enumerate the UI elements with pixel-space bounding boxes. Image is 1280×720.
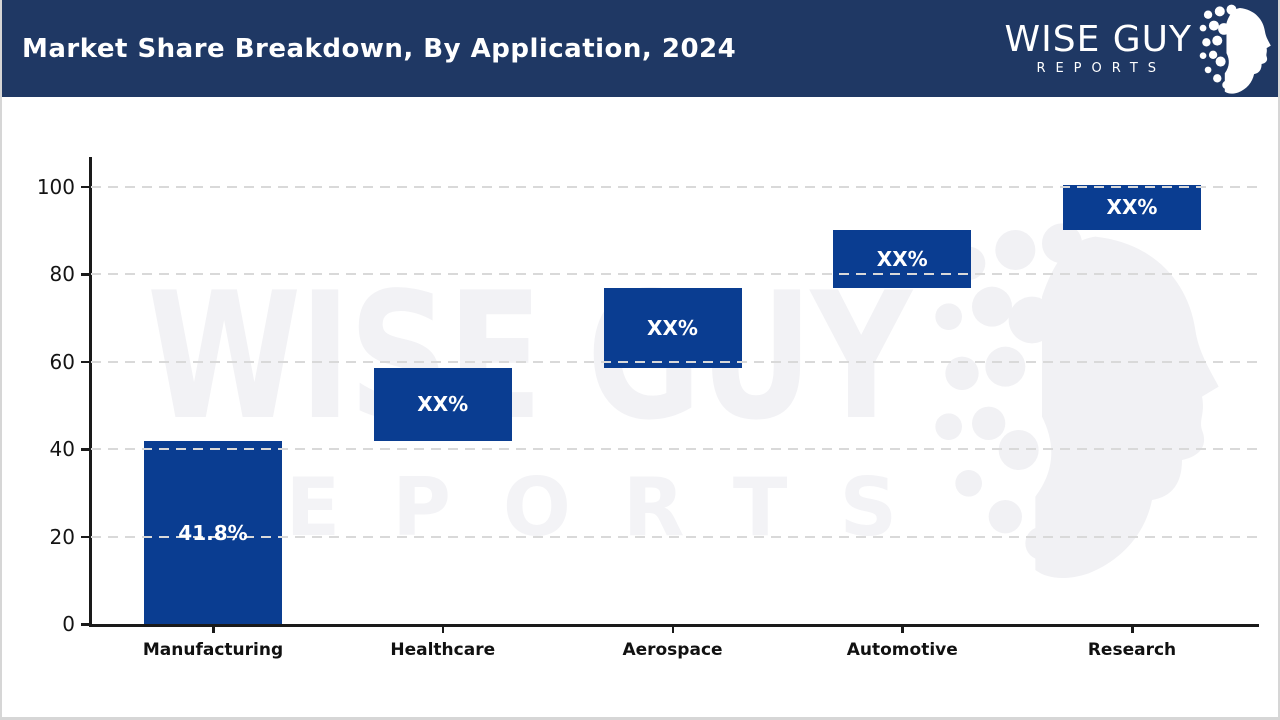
y-tick-40: [81, 448, 89, 451]
y-tick-label: 40: [49, 437, 75, 461]
x-label-research: Research: [1087, 640, 1177, 660]
gridline-100: [91, 185, 1258, 188]
bar-value-label-aerospace: XX%: [647, 316, 698, 341]
x-tick-aerospace: [671, 626, 674, 633]
x-tick-research: [1131, 626, 1134, 633]
y-tick-label: 0: [62, 612, 75, 636]
logo-text: WISE GUY REPORTS: [1004, 18, 1193, 76]
y-tick-label: 60: [49, 349, 75, 374]
bar-research: [1063, 184, 1201, 230]
gridline-60: [91, 360, 1258, 363]
bar-value-label-research: XX%: [1106, 195, 1158, 220]
logo-wordmark: WISE GUY: [1004, 18, 1192, 60]
header-bar: Market Share Breakdown, By Application, …: [2, 0, 1278, 97]
x-tick-manufacturing: [212, 626, 215, 633]
gridline-40: [91, 448, 1258, 450]
logo-subtext: REPORTS: [1036, 60, 1167, 76]
watermark-face: [935, 223, 1219, 578]
bar-healthcare: [373, 367, 512, 442]
logo-face-icon: [1199, 4, 1271, 94]
x-axis-line: [89, 624, 1259, 627]
watermark-text: WISE GUY: [147, 256, 912, 459]
watermark-subtext: REPORTS: [172, 461, 950, 554]
bar-automotive: [833, 229, 972, 289]
bar-manufacturing: [144, 441, 282, 624]
chart-title: Market Share Breakdown, By Application, …: [22, 33, 737, 64]
x-label-healthcare: Healthcare: [390, 640, 496, 660]
y-tick-60: [81, 360, 89, 363]
y-tick-100: [81, 185, 89, 188]
x-label-manufacturing: Manufacturing: [142, 640, 284, 660]
x-label-aerospace: Aerospace: [622, 640, 723, 660]
gridline-20: [91, 535, 1258, 538]
y-tick-label: 80: [49, 262, 75, 286]
y-tick-80: [81, 273, 89, 276]
wise-guy-logo: WISE GUY REPORTS: [1005, 3, 1275, 95]
y-axis-line: [89, 157, 92, 626]
bar-value-label-automotive: XX%: [876, 247, 928, 272]
x-tick-healthcare: [441, 626, 445, 633]
x-tick-automotive: [901, 626, 904, 633]
y-tick-20: [81, 535, 89, 538]
x-label-automotive: Automotive: [846, 640, 958, 660]
y-tick-label: 100: [36, 174, 75, 199]
bar-value-label-healthcare: XX%: [417, 392, 469, 417]
gridline-80: [91, 273, 1258, 275]
bar-value-label-manufacturing: 41.8%: [178, 520, 248, 545]
y-tick-0: [81, 623, 89, 626]
y-tick-label: 20: [49, 524, 75, 549]
bar-aerospace: [603, 288, 742, 368]
